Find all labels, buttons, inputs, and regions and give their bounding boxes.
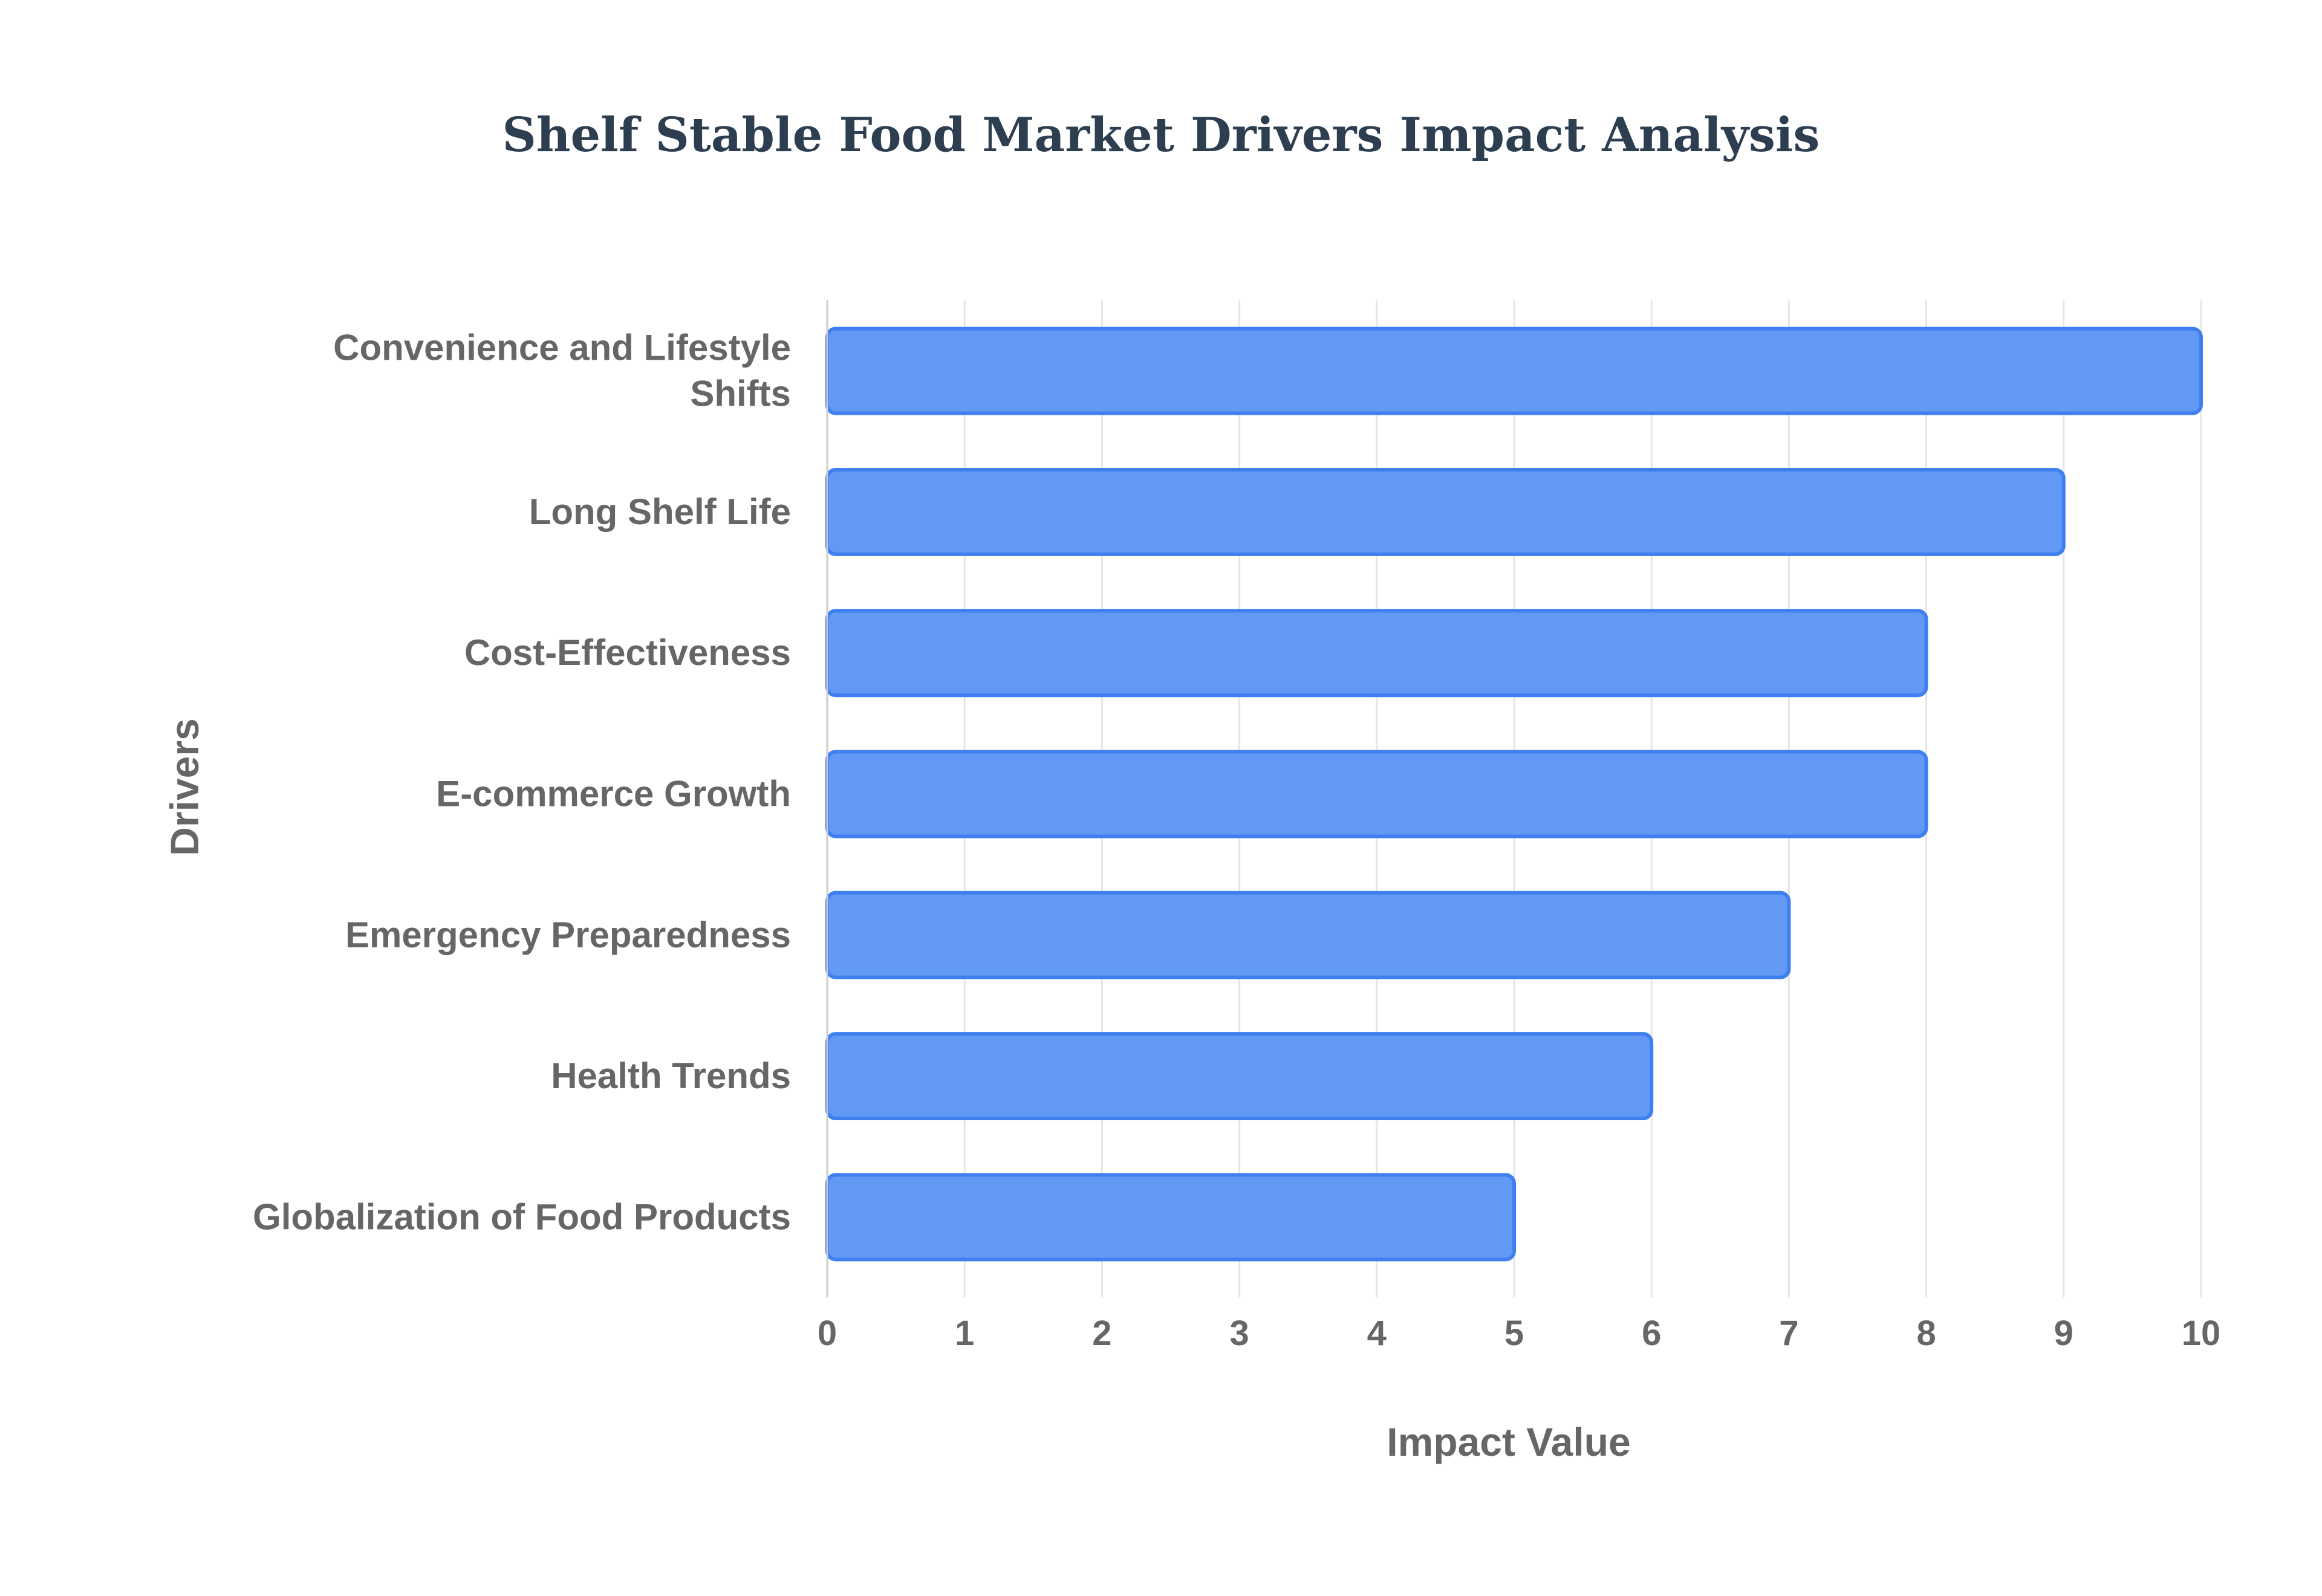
bar — [825, 467, 2066, 556]
bars — [825, 326, 2203, 1262]
bar — [825, 326, 2203, 415]
category-label: Convenience and Lifestyle Shifts — [333, 328, 791, 414]
category-label-line: Health Trends — [551, 1056, 791, 1096]
x-tick-labels: 0 1 2 3 4 5 6 7 8 9 10 — [818, 1314, 2220, 1353]
y-axis-title: Drivers — [162, 718, 207, 856]
category-label-line: Shifts — [690, 374, 791, 414]
category-label-line: Convenience and Lifestyle — [333, 328, 791, 368]
category-label: Long Shelf Life — [529, 491, 791, 532]
category-label-line: Cost-Effectiveness — [464, 632, 791, 673]
x-tick-label: 7 — [1779, 1314, 1798, 1353]
chart-title: Shelf Stable Food Market Drivers Impact … — [502, 108, 1820, 163]
bar — [825, 1032, 1654, 1121]
x-tick-label: 1 — [955, 1314, 974, 1353]
x-tick-label: 6 — [1642, 1314, 1661, 1353]
bar — [825, 609, 1928, 698]
bar — [825, 750, 1928, 839]
x-tick-label: 9 — [2054, 1314, 2073, 1353]
bar — [825, 890, 1791, 979]
x-tick-label: 0 — [818, 1314, 837, 1353]
category-label-line: Long Shelf Life — [529, 491, 791, 532]
category-label-line: Emergency Preparedness — [345, 915, 791, 955]
category-label: E-commerce Growth — [436, 774, 791, 814]
y-category-labels: Convenience and Lifestyle Shifts Long Shel… — [253, 328, 791, 1238]
category-label-line: Globalization of Food Products — [253, 1196, 791, 1237]
x-tick-label: 3 — [1229, 1314, 1249, 1353]
category-label: Globalization of Food Products — [253, 1196, 791, 1237]
category-label: Cost-Effectiveness — [464, 632, 791, 673]
x-tick-label: 10 — [2182, 1314, 2221, 1353]
x-tick-label: 5 — [1504, 1314, 1524, 1353]
x-tick-label: 4 — [1367, 1314, 1387, 1353]
category-label-line: E-commerce Growth — [436, 774, 791, 814]
bar — [825, 1173, 1516, 1262]
x-tick-label: 8 — [1916, 1314, 1936, 1353]
x-axis-title: Impact Value — [1387, 1419, 1631, 1464]
category-label: Emergency Preparedness — [345, 915, 791, 955]
category-label: Health Trends — [551, 1056, 791, 1096]
x-tick-label: 2 — [1092, 1314, 1111, 1353]
